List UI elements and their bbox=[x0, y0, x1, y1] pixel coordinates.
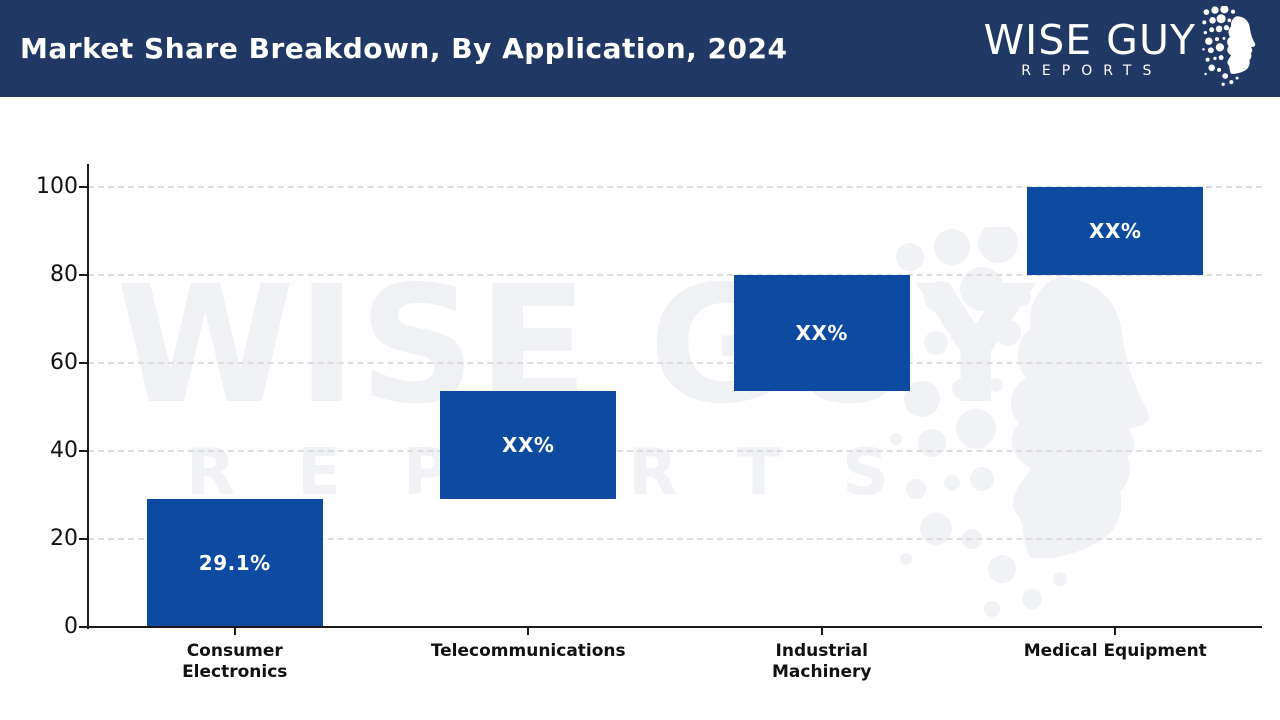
x-category-label: Industrial Machinery bbox=[772, 641, 872, 682]
bar: XX% bbox=[440, 391, 617, 499]
y-tick-mark bbox=[79, 186, 88, 188]
y-tick-label: 0 bbox=[64, 614, 78, 639]
y-tick-mark bbox=[79, 274, 88, 276]
y-tick-label: 100 bbox=[36, 174, 78, 199]
y-tick-mark bbox=[79, 450, 88, 452]
x-tick-mark bbox=[527, 628, 530, 635]
x-tick-mark bbox=[1114, 628, 1117, 635]
x-category-label: Consumer Electronics bbox=[182, 641, 288, 682]
bar-value-label: XX% bbox=[795, 321, 848, 346]
y-tick-label: 40 bbox=[50, 438, 78, 463]
dotted-head-icon bbox=[1200, 6, 1266, 92]
gridline bbox=[88, 450, 1262, 452]
x-axis bbox=[86, 626, 1262, 628]
chart-title: Market Share Breakdown, By Application, … bbox=[20, 32, 788, 65]
y-axis bbox=[87, 164, 89, 629]
logo-subtitle: REPORTS bbox=[1021, 62, 1163, 79]
y-tick-mark bbox=[79, 362, 88, 364]
chart-area: WISE GUY REPORTS 02040608010029.1%Consum… bbox=[0, 97, 1280, 720]
gridline bbox=[88, 538, 1262, 540]
y-tick-label: 60 bbox=[50, 350, 78, 375]
bar: XX% bbox=[733, 275, 910, 392]
gridline bbox=[88, 186, 1262, 188]
bar-value-label: 29.1% bbox=[198, 550, 271, 575]
bar-value-label: XX% bbox=[1089, 219, 1142, 243]
bar: 29.1% bbox=[146, 498, 323, 627]
x-category-label: Medical Equipment bbox=[1023, 641, 1207, 661]
header: Market Share Breakdown, By Application, … bbox=[0, 0, 1280, 97]
bar: XX% bbox=[1027, 187, 1204, 275]
brand-logo: WISE GUY REPORTS bbox=[984, 6, 1266, 92]
x-tick-mark bbox=[233, 628, 236, 635]
y-tick-mark bbox=[79, 538, 88, 540]
x-tick-mark bbox=[820, 628, 823, 635]
y-tick-mark bbox=[79, 626, 88, 628]
gridline bbox=[88, 274, 1262, 276]
watermark-head-icon bbox=[880, 227, 1200, 647]
brand-logo-text: WISE GUY REPORTS bbox=[983, 15, 1196, 79]
y-tick-label: 20 bbox=[50, 526, 78, 551]
logo-wordmark: WISE GUY bbox=[983, 15, 1196, 64]
bar-value-label: XX% bbox=[502, 433, 555, 458]
gridline bbox=[88, 362, 1262, 364]
y-tick-label: 80 bbox=[50, 262, 78, 287]
x-category-label: Telecommunications bbox=[430, 641, 626, 661]
